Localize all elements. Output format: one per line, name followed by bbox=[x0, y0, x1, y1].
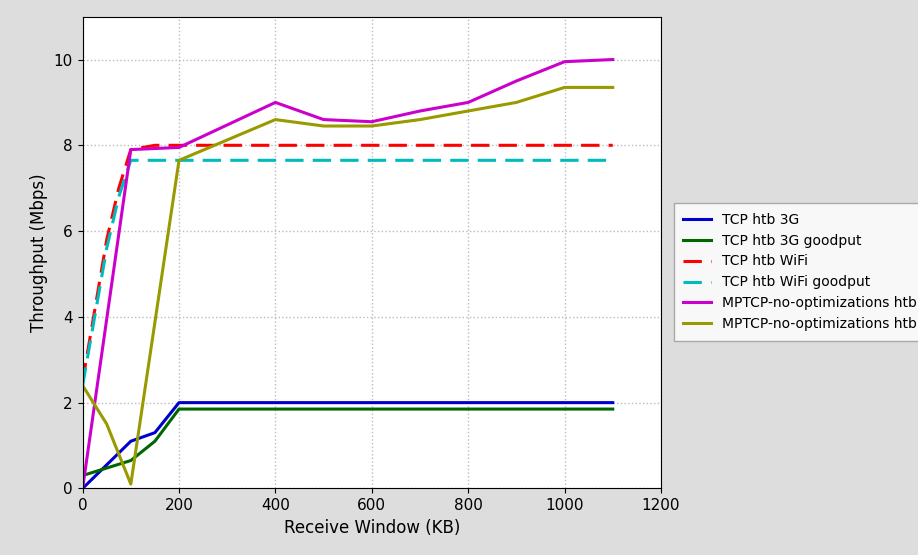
MPTCP-no-optimizations htb WiFi3G bbox=[463, 99, 474, 106]
TCP htb 3G goodput bbox=[559, 406, 570, 412]
Line: TCP htb WiFi: TCP htb WiFi bbox=[83, 145, 613, 381]
TCP htb WiFi bbox=[559, 142, 570, 149]
TCP htb WiFi goodput bbox=[77, 382, 88, 389]
TCP htb WiFi bbox=[174, 142, 185, 149]
TCP htb 3G bbox=[222, 399, 233, 406]
TCP htb 3G bbox=[366, 399, 377, 406]
TCP htb WiFi goodput bbox=[174, 157, 185, 164]
Y-axis label: Throughput (Mbps): Throughput (Mbps) bbox=[30, 173, 48, 332]
Line: MPTCP-no-optimizations htb WiFi3G: MPTCP-no-optimizations htb WiFi3G bbox=[83, 59, 613, 488]
Line: TCP htb 3G: TCP htb 3G bbox=[83, 402, 613, 488]
TCP htb 3G bbox=[150, 430, 161, 436]
MPTCP-no-optimizations htb WiFi3G bbox=[415, 108, 426, 114]
MPTCP-no-optimizations htb WiFi3G goodput bbox=[559, 84, 570, 90]
TCP htb 3G bbox=[174, 399, 185, 406]
TCP htb WiFi bbox=[366, 142, 377, 149]
MPTCP-no-optimizations htb WiFi3G goodput bbox=[270, 116, 281, 123]
TCP htb 3G goodput bbox=[150, 438, 161, 445]
Line: TCP htb 3G goodput: TCP htb 3G goodput bbox=[83, 409, 613, 476]
TCP htb WiFi bbox=[101, 236, 112, 243]
TCP htb 3G bbox=[270, 399, 281, 406]
TCP htb WiFi goodput bbox=[150, 157, 161, 164]
TCP htb 3G bbox=[125, 438, 137, 445]
TCP htb WiFi bbox=[608, 142, 619, 149]
MPTCP-no-optimizations htb WiFi3G bbox=[270, 99, 281, 106]
TCP htb WiFi bbox=[270, 142, 281, 149]
MPTCP-no-optimizations htb WiFi3G bbox=[608, 56, 619, 63]
TCP htb WiFi goodput bbox=[113, 194, 124, 200]
TCP htb WiFi goodput bbox=[270, 157, 281, 164]
TCP htb WiFi goodput bbox=[463, 157, 474, 164]
MPTCP-no-optimizations htb WiFi3G goodput bbox=[318, 123, 329, 129]
MPTCP-no-optimizations htb WiFi3G bbox=[366, 118, 377, 125]
TCP htb WiFi bbox=[125, 147, 137, 153]
Legend: TCP htb 3G, TCP htb 3G goodput, TCP htb WiFi, TCP htb WiFi goodput, MPTCP-no-opt: TCP htb 3G, TCP htb 3G goodput, TCP htb … bbox=[674, 203, 918, 341]
TCP htb WiFi bbox=[150, 142, 161, 149]
TCP htb WiFi bbox=[77, 378, 88, 385]
TCP htb 3G goodput bbox=[125, 457, 137, 464]
MPTCP-no-optimizations htb WiFi3G bbox=[559, 58, 570, 65]
MPTCP-no-optimizations htb WiFi3G bbox=[174, 144, 185, 151]
TCP htb WiFi goodput bbox=[125, 157, 137, 164]
TCP htb WiFi goodput bbox=[608, 157, 619, 164]
TCP htb 3G goodput bbox=[608, 406, 619, 412]
TCP htb 3G goodput bbox=[77, 472, 88, 479]
MPTCP-no-optimizations htb WiFi3G goodput bbox=[366, 123, 377, 129]
TCP htb 3G goodput bbox=[174, 406, 185, 412]
MPTCP-no-optimizations htb WiFi3G bbox=[77, 485, 88, 492]
Line: TCP htb WiFi goodput: TCP htb WiFi goodput bbox=[83, 160, 613, 386]
Line: MPTCP-no-optimizations htb WiFi3G goodput: MPTCP-no-optimizations htb WiFi3G goodpu… bbox=[83, 87, 613, 484]
TCP htb 3G goodput bbox=[463, 406, 474, 412]
MPTCP-no-optimizations htb WiFi3G bbox=[318, 116, 329, 123]
TCP htb 3G bbox=[608, 399, 619, 406]
TCP htb 3G goodput bbox=[270, 406, 281, 412]
MPTCP-no-optimizations htb WiFi3G goodput bbox=[125, 481, 137, 487]
MPTCP-no-optimizations htb WiFi3G bbox=[125, 147, 137, 153]
TCP htb WiFi goodput bbox=[366, 157, 377, 164]
MPTCP-no-optimizations htb WiFi3G goodput bbox=[510, 99, 521, 106]
MPTCP-no-optimizations htb WiFi3G goodput bbox=[101, 421, 112, 427]
TCP htb WiFi goodput bbox=[101, 245, 112, 251]
MPTCP-no-optimizations htb WiFi3G goodput bbox=[77, 382, 88, 389]
MPTCP-no-optimizations htb WiFi3G goodput bbox=[463, 108, 474, 114]
TCP htb 3G bbox=[77, 485, 88, 492]
TCP htb 3G bbox=[559, 399, 570, 406]
MPTCP-no-optimizations htb WiFi3G bbox=[510, 78, 521, 84]
TCP htb WiFi bbox=[463, 142, 474, 149]
MPTCP-no-optimizations htb WiFi3G goodput bbox=[608, 84, 619, 90]
MPTCP-no-optimizations htb WiFi3G goodput bbox=[174, 157, 185, 164]
TCP htb 3G goodput bbox=[366, 406, 377, 412]
X-axis label: Receive Window (KB): Receive Window (KB) bbox=[284, 519, 460, 537]
TCP htb WiFi goodput bbox=[559, 157, 570, 164]
TCP htb 3G bbox=[463, 399, 474, 406]
TCP htb WiFi bbox=[113, 185, 124, 191]
TCP htb 3G goodput bbox=[222, 406, 233, 412]
MPTCP-no-optimizations htb WiFi3G goodput bbox=[415, 116, 426, 123]
